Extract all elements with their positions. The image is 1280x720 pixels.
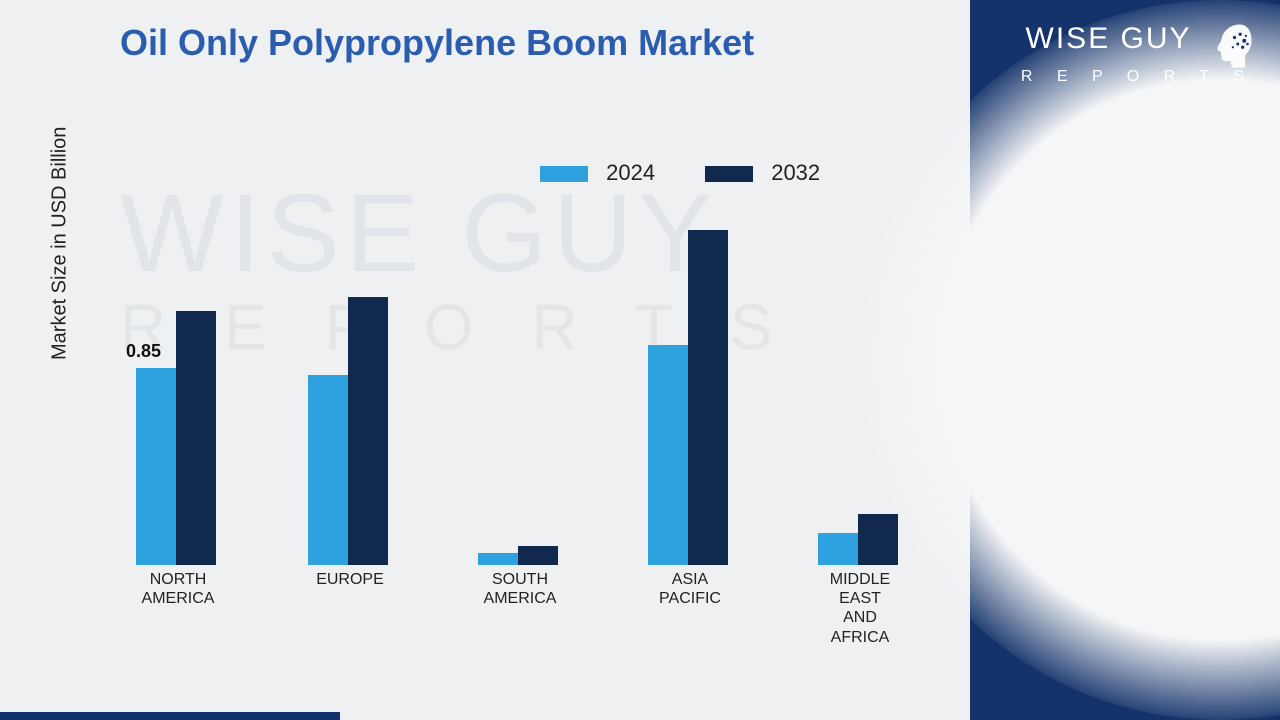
legend-label-b: 2032 — [771, 160, 820, 185]
chart-plot-area: 0.85 — [110, 195, 940, 565]
head-silhouette-icon — [1202, 18, 1254, 70]
bar-series-b — [176, 311, 216, 565]
x-axis-category-label: SOUTHAMERICA — [460, 570, 580, 608]
bottom-accent-bar — [0, 712, 340, 720]
bar-series-a — [818, 533, 858, 565]
bar-series-a — [478, 553, 518, 565]
bar-value-label: 0.85 — [126, 341, 161, 362]
y-axis-label: Market Size in USD Billion — [49, 127, 72, 360]
x-axis-category-label: ASIAPACIFIC — [630, 570, 750, 608]
chart-title: Oil Only Polypropylene Boom Market — [120, 22, 754, 64]
bar-series-a — [308, 375, 348, 565]
legend-swatch-a — [540, 166, 588, 182]
chart-stage: WISE GUY R E P O R T S Oil Only Polyprop… — [0, 0, 1280, 720]
legend-label-a: 2024 — [606, 160, 655, 185]
brand-logo-line1: WISE GUY — [1026, 22, 1192, 55]
legend-item-2024: 2024 — [540, 160, 655, 186]
bar-series-b — [688, 230, 728, 565]
x-axis-category-label: NORTHAMERICA — [118, 570, 238, 608]
x-axis-category-label: EUROPE — [290, 570, 410, 589]
chart-legend: 2024 2032 — [540, 160, 820, 186]
brand-logo-line2: R E P O R T S — [1021, 68, 1254, 86]
right-brand-panel — [970, 0, 1280, 720]
bar-series-a — [648, 345, 688, 565]
bar-series-b — [348, 297, 388, 565]
x-axis-category-label: MIDDLEEASTANDAFRICA — [800, 570, 920, 647]
legend-item-2032: 2032 — [705, 160, 820, 186]
legend-swatch-b — [705, 166, 753, 182]
bar-series-b — [858, 514, 898, 565]
brand-logo: WISE GUY R E P O R T S — [1021, 18, 1254, 86]
bar-series-a — [136, 368, 176, 565]
bar-series-b — [518, 546, 558, 565]
